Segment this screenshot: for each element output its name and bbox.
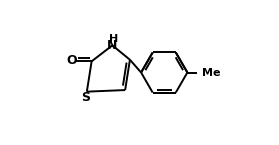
Text: N: N (107, 39, 117, 52)
Text: H: H (109, 34, 119, 44)
Text: S: S (81, 91, 91, 104)
Text: O: O (66, 54, 77, 67)
Text: Me: Me (202, 68, 221, 78)
